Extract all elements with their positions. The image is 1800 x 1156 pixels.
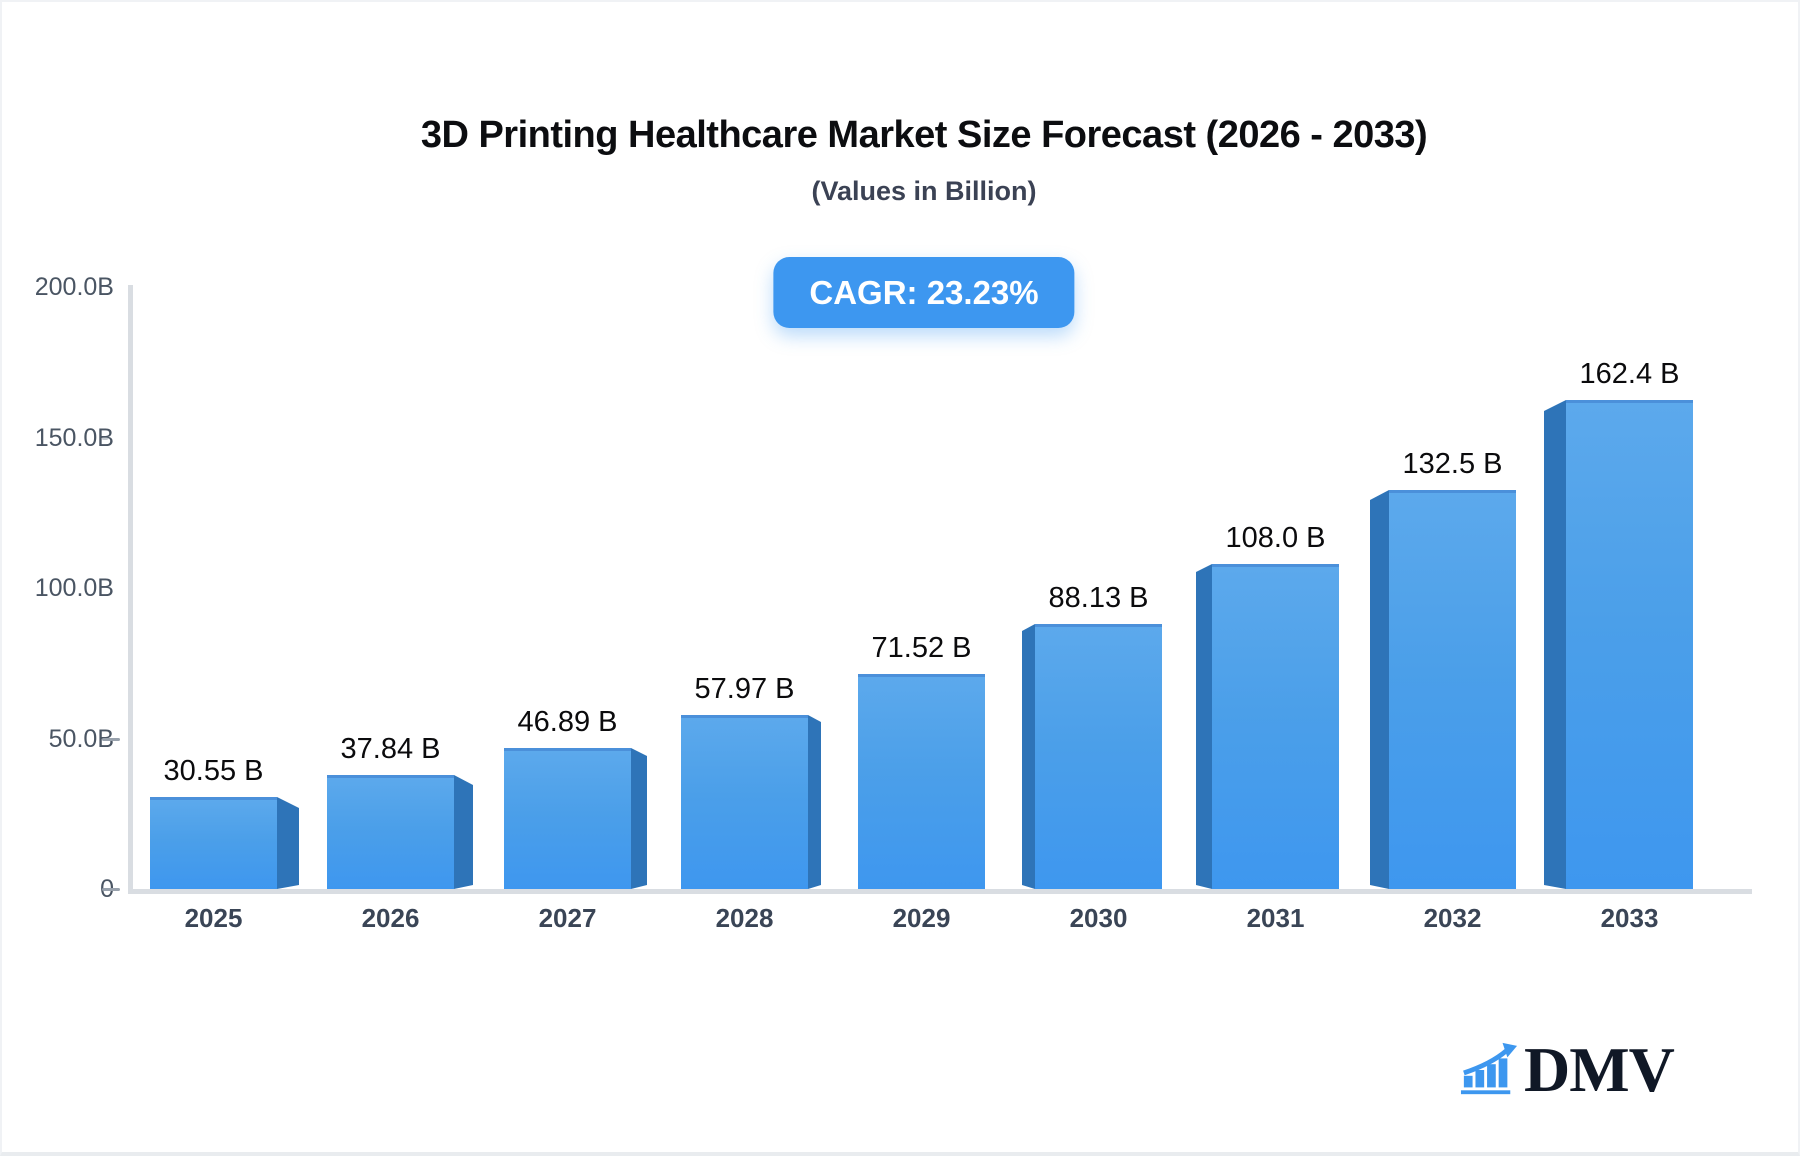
bar-value-label-2031: 108.0 B xyxy=(1225,522,1326,554)
x-axis-line xyxy=(128,889,1752,894)
bar-side-2028 xyxy=(808,715,821,889)
bar-side-2033 xyxy=(1544,400,1566,889)
logo-text: DMV xyxy=(1524,1034,1675,1105)
y-tick-mark xyxy=(102,888,120,891)
bar-value-label-2030: 88.13 B xyxy=(1048,582,1149,614)
bar-2033 xyxy=(1566,400,1693,889)
bar-value-label-2027: 46.89 B xyxy=(517,706,618,738)
x-category-label-2029: 2029 xyxy=(892,903,951,933)
bar-side-2026 xyxy=(454,775,473,889)
y-tick-label: 200.0B xyxy=(34,273,114,301)
bar-2032 xyxy=(1389,490,1516,889)
x-category-label-2026: 2026 xyxy=(361,903,420,933)
bar-2028 xyxy=(681,715,808,889)
bar-2030 xyxy=(1035,624,1162,889)
bar-value-label-2028: 57.97 B xyxy=(694,673,795,705)
bar-value-label-2026: 37.84 B xyxy=(340,733,441,765)
bar-value-label-2032: 132.5 B xyxy=(1402,448,1503,480)
brand-logo: DMV xyxy=(1460,1034,1675,1105)
bar-2031 xyxy=(1212,564,1339,889)
y-axis-line xyxy=(128,285,133,894)
bar-2027 xyxy=(504,748,631,889)
x-category-label-2027: 2027 xyxy=(538,903,597,933)
bar-value-label-2025: 30.55 B xyxy=(163,755,264,787)
y-tick-label: 0 xyxy=(2,874,114,904)
chart-subtitle: (Values in Billion) xyxy=(811,176,1037,206)
bar-side-2030 xyxy=(1022,624,1035,889)
chart-title: 3D Printing Healthcare Market Size Forec… xyxy=(420,114,1428,156)
y-tick-mark xyxy=(102,436,108,440)
y-tick-label: 150.0B xyxy=(34,423,114,452)
bar-value-label-2029: 71.52 B xyxy=(871,632,972,664)
y-tick-mark xyxy=(102,737,120,741)
bar-side-2025 xyxy=(277,797,299,889)
x-category-label-2025: 2025 xyxy=(184,903,243,933)
x-category-label-2028: 2028 xyxy=(715,903,774,933)
x-category-label-2030: 2030 xyxy=(1069,903,1128,933)
bar-value-label-2033: 162.4 B xyxy=(1579,358,1680,390)
x-category-label-2033: 2033 xyxy=(1600,903,1659,933)
y-tick-label: 50.0B xyxy=(48,724,114,753)
rising-bar-chart-arrow-icon xyxy=(1460,1042,1518,1095)
cagr-badge: CAGR: 23.23% xyxy=(773,257,1075,328)
bar-2025 xyxy=(150,797,277,889)
bar-side-2031 xyxy=(1196,564,1212,889)
bar-side-2032 xyxy=(1370,490,1389,889)
y-tick-label: 100.0B xyxy=(34,574,114,602)
bar-side-2027 xyxy=(631,748,647,889)
bar-2026 xyxy=(327,775,454,889)
bar-2029 xyxy=(858,674,985,889)
x-category-label-2031: 2031 xyxy=(1246,903,1305,933)
x-category-label-2032: 2032 xyxy=(1423,903,1482,933)
